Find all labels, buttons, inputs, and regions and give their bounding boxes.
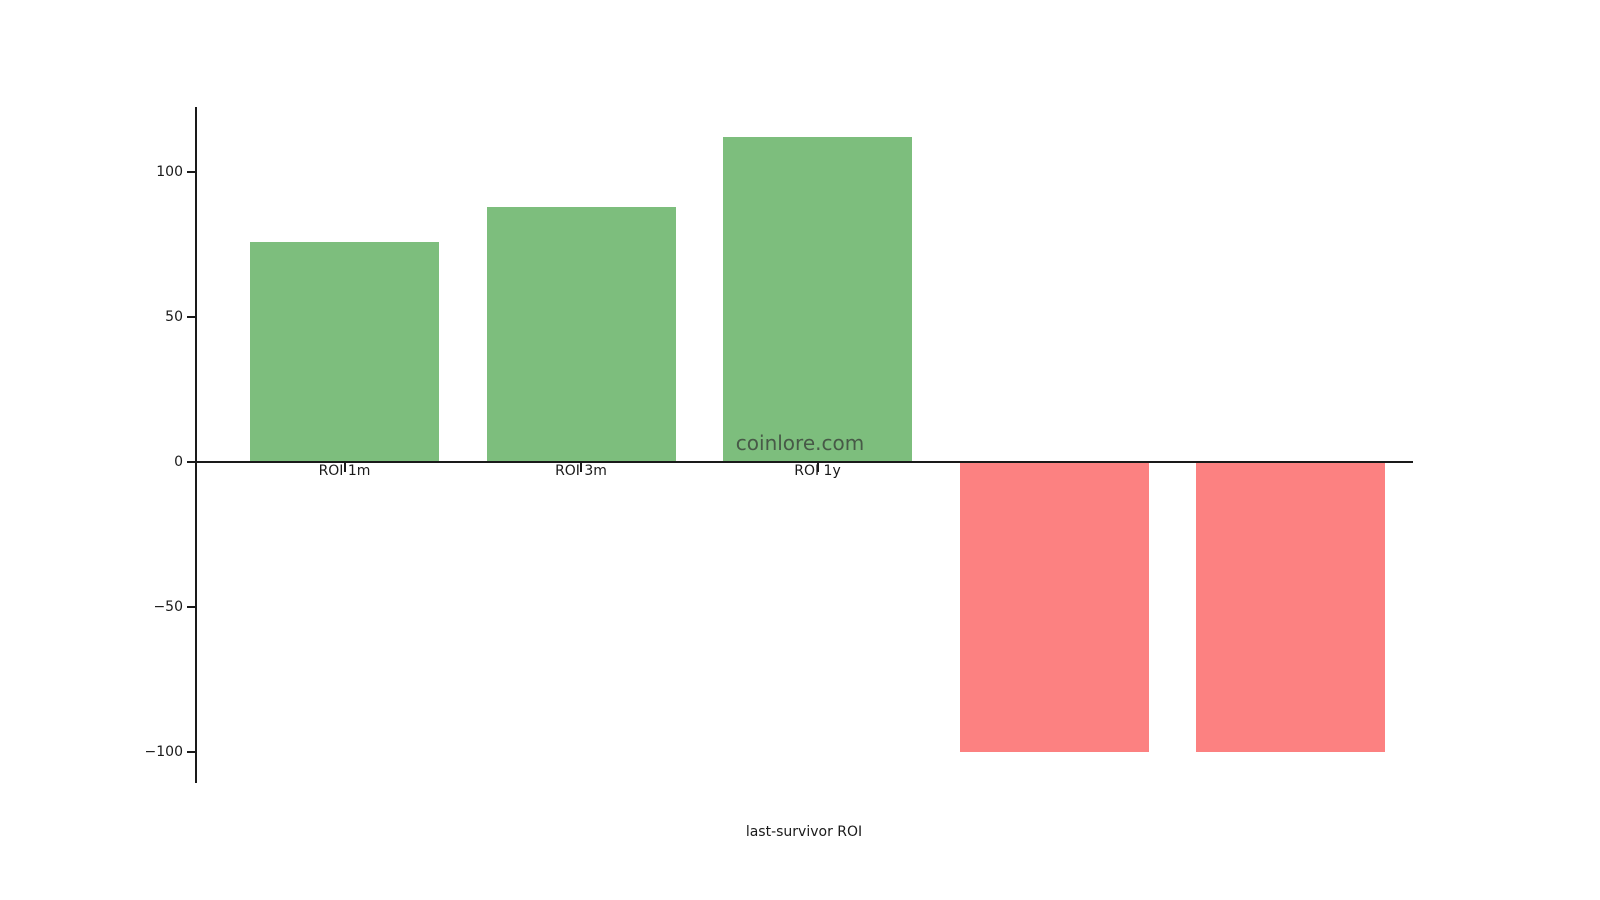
y-tick-label: 50 [165,309,183,325]
watermark: coinlore.com [735,431,865,455]
x-tick-label: ROI 3m [555,463,607,479]
x-tick-label: ROI 1m [318,463,371,479]
y-axis-line [195,107,197,783]
bar-4 [959,462,1149,752]
x-tick-mark [580,462,582,472]
y-tick-mark [187,316,196,318]
y-tick-label: 0 [174,454,183,470]
y-tick-label: −100 [144,744,183,760]
bar-roi-1m [250,241,439,462]
y-tick-mark [187,606,196,608]
bar-roi-3m [486,206,676,462]
x-axis-zero-line [196,461,1413,463]
x-tick-label: ROI 1y [794,463,841,479]
x-tick-mark [816,462,819,472]
x-axis-title: last-survivor ROI [745,824,863,840]
bar-5 [1196,462,1385,752]
y-tick-label: −50 [153,599,183,615]
bar-roi-1y [723,137,912,462]
y-tick-mark [187,461,196,463]
y-tick-label: 100 [156,164,183,180]
y-tick-mark [187,751,196,753]
x-tick-mark [343,462,346,472]
y-tick-mark [187,171,196,173]
